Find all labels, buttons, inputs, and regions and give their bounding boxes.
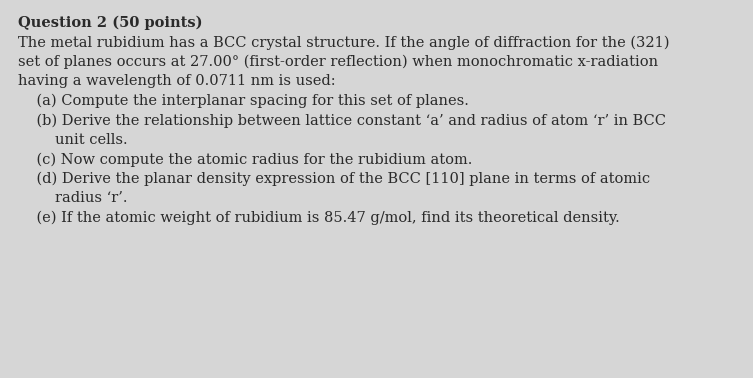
Text: (c) Now compute the atomic radius for the rubidium atom.: (c) Now compute the atomic radius for th… — [18, 152, 472, 167]
Text: (a) Compute the interplanar spacing for this set of planes.: (a) Compute the interplanar spacing for … — [18, 94, 469, 108]
Text: Question 2 (50 points): Question 2 (50 points) — [18, 16, 203, 30]
Text: radius ‘r’.: radius ‘r’. — [18, 192, 127, 206]
Text: (b) Derive the relationship between lattice constant ‘a’ and radius of atom ‘r’ : (b) Derive the relationship between latt… — [18, 113, 666, 128]
Text: set of planes occurs at 27.00° (first-order reflection) when monochromatic x-rad: set of planes occurs at 27.00° (first-or… — [18, 55, 658, 70]
Text: The metal rubidium has a BCC crystal structure. If the angle of diffraction for : The metal rubidium has a BCC crystal str… — [18, 36, 669, 50]
Text: (d) Derive the planar density expression of the BCC [110] plane in terms of atom: (d) Derive the planar density expression… — [18, 172, 650, 186]
Text: having a wavelength of 0.0711 nm is used:: having a wavelength of 0.0711 nm is used… — [18, 74, 336, 88]
Text: (e) If the atomic weight of rubidium is 85.47 g/mol, find its theoretical densit: (e) If the atomic weight of rubidium is … — [18, 211, 620, 225]
Text: unit cells.: unit cells. — [18, 133, 127, 147]
